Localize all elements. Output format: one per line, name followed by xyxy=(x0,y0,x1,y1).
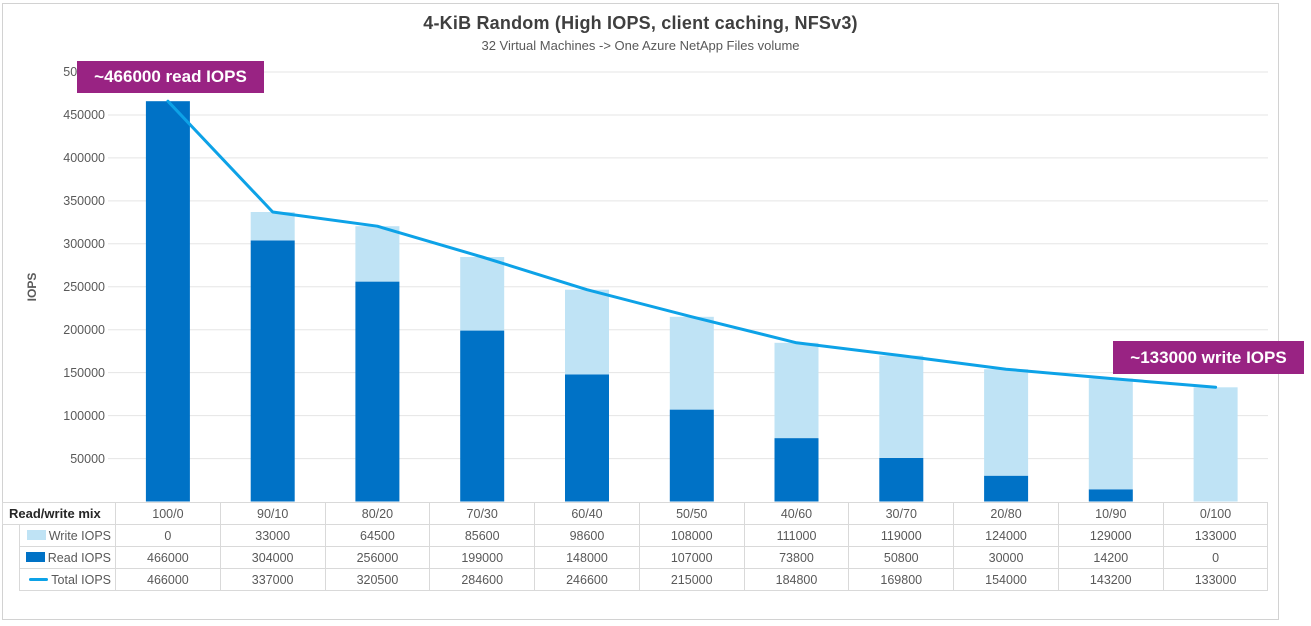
bar-read-iops-100-0 xyxy=(145,101,190,502)
category-cell: 0/100 xyxy=(1162,502,1269,525)
y-tick-label: 450000 xyxy=(63,108,105,122)
value-cell: 98600 xyxy=(534,524,640,547)
value-cell: 466000 xyxy=(115,546,221,569)
table-row-total-iops: Total IOPS 466000 337000 320500 284600 246600… xyxy=(3,568,1269,591)
y-tick-label: 150000 xyxy=(63,365,105,380)
value-cell: 0 xyxy=(1162,546,1269,569)
value-cell: 133000 xyxy=(1162,568,1269,591)
annotation-write-iops: ~133000 write IOPS xyxy=(1113,341,1304,374)
value-cell: 64500 xyxy=(324,524,431,547)
value-cell: 143200 xyxy=(1057,568,1164,591)
category-cell: 30/70 xyxy=(848,502,955,525)
y-tick-label: 50000 xyxy=(70,451,105,466)
category-cell: 80/20 xyxy=(324,502,431,525)
series-label-cell: Total IOPS xyxy=(18,568,117,591)
line-total-iops xyxy=(166,99,1218,389)
value-cell: 14200 xyxy=(1057,546,1164,569)
y-tick-label: 300000 xyxy=(63,236,105,251)
row-spacer xyxy=(3,569,20,591)
value-cell: 215000 xyxy=(638,568,745,591)
y-tick-label: 400000 xyxy=(63,150,105,165)
bar-write-iops-10-90 xyxy=(1088,378,1133,490)
bar-read-iops-30-70 xyxy=(879,457,924,502)
bar-read-iops-10-90 xyxy=(1088,489,1133,502)
series-label-cell: Write IOPS xyxy=(18,524,117,547)
category-cell: 90/10 xyxy=(219,502,326,525)
x-axis-header-cell: Read/write mix xyxy=(1,502,117,525)
table-row-read-iops: Read IOPS 466000 304000 256000 199000 148000 1… xyxy=(3,546,1269,569)
value-cell: 320500 xyxy=(324,568,431,591)
category-cell: 60/40 xyxy=(534,502,640,525)
chart-subtitle: 32 Virtual Machines -> One Azure NetApp … xyxy=(481,38,800,53)
value-cell: 169800 xyxy=(848,568,955,591)
bar-read-iops-60-40 xyxy=(565,374,609,502)
legend-swatch-total-iops xyxy=(29,577,49,581)
category-cell: 20/80 xyxy=(953,502,1059,525)
value-cell: 129000 xyxy=(1057,524,1164,547)
bar-write-iops-90-10 xyxy=(250,212,295,241)
category-cell: 50/50 xyxy=(638,502,745,525)
value-cell: 466000 xyxy=(115,568,221,591)
bar-write-iops-80-20 xyxy=(355,226,400,282)
bar-write-iops-40-60 xyxy=(774,342,819,439)
value-cell: 284600 xyxy=(429,568,536,591)
y-tick-label: 350000 xyxy=(63,193,105,208)
value-cell: 108000 xyxy=(638,524,745,547)
bar-read-iops-50-50 xyxy=(669,409,714,502)
value-cell: 337000 xyxy=(219,568,326,591)
table-row-write-iops: Write IOPS 0 33000 64500 85600 98600 108000 111… xyxy=(3,524,1269,547)
value-cell: 0 xyxy=(115,524,221,547)
category-cell: 40/60 xyxy=(743,502,850,525)
value-cell: 148000 xyxy=(534,546,640,569)
annotation-read-iops: ~466000 read IOPS xyxy=(77,61,264,93)
value-cell: 154000 xyxy=(953,568,1059,591)
bar-read-iops-40-60 xyxy=(774,438,819,502)
value-cell: 256000 xyxy=(324,546,431,569)
value-cell: 85600 xyxy=(429,524,536,547)
bar-write-iops-0-100 xyxy=(1193,387,1238,502)
bar-read-iops-70-30 xyxy=(460,330,505,502)
bar-read-iops-90-10 xyxy=(250,240,295,502)
value-cell: 107000 xyxy=(638,546,745,569)
y-tick-label: 250000 xyxy=(63,279,105,294)
bar-write-iops-70-30 xyxy=(460,257,505,331)
value-cell: 133000 xyxy=(1162,524,1269,547)
series-name: Read IOPS xyxy=(47,550,112,565)
value-cell: 184800 xyxy=(743,568,850,591)
row-spacer xyxy=(3,547,20,569)
value-cell: 119000 xyxy=(848,524,955,547)
value-cell: 246600 xyxy=(534,568,640,591)
bar-write-iops-50-50 xyxy=(669,316,714,410)
value-cell: 73800 xyxy=(743,546,850,569)
chart-title: 4-KiB Random (High IOPS, client caching,… xyxy=(423,13,858,33)
value-cell: 199000 xyxy=(429,546,536,569)
chart-data-table: Read/write mix 100/0 90/10 80/20 70/30 60/40 5… xyxy=(1,502,1269,591)
table-row-header: Read/write mix 100/0 90/10 80/20 70/30 60/40 5… xyxy=(1,502,1269,525)
category-cell: 70/30 xyxy=(429,502,536,525)
category-cell: 100/0 xyxy=(115,502,221,525)
bar-write-iops-60-40 xyxy=(565,289,609,375)
series-label-cell: Read IOPS xyxy=(18,546,117,569)
bar-write-iops-20-80 xyxy=(984,369,1029,476)
legend-swatch-write-iops xyxy=(26,530,46,541)
legend-swatch-read-iops xyxy=(25,552,45,563)
bar-read-iops-20-80 xyxy=(984,475,1029,502)
value-cell: 124000 xyxy=(953,524,1059,547)
value-cell: 304000 xyxy=(219,546,326,569)
value-cell: 33000 xyxy=(219,524,326,547)
bar-write-iops-30-70 xyxy=(879,355,924,458)
value-cell: 30000 xyxy=(953,546,1059,569)
y-tick-label: 200000 xyxy=(63,322,105,337)
bar-read-iops-80-20 xyxy=(355,281,400,502)
series-name: Write IOPS xyxy=(48,528,112,543)
value-cell: 50800 xyxy=(848,546,955,569)
y-tick-label: 100000 xyxy=(63,408,105,423)
series-name: Total IOPS xyxy=(51,572,112,587)
value-cell: 111000 xyxy=(743,524,850,547)
category-cell: 10/90 xyxy=(1057,502,1164,525)
row-spacer xyxy=(3,525,20,547)
